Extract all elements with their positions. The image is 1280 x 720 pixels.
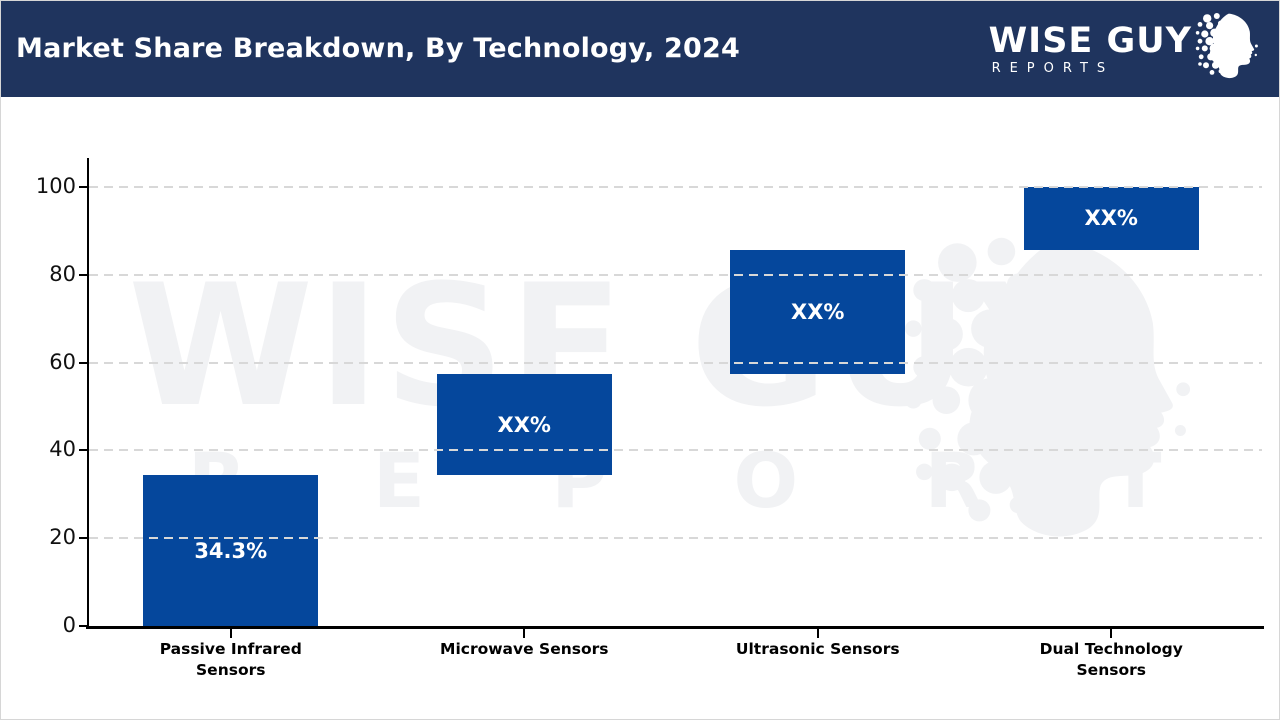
y-tick-label-100: 100: [35, 174, 76, 198]
logo-text: WISE GUY REPORTS: [989, 22, 1192, 76]
bar-value-label: XX%: [791, 299, 845, 324]
y-tick-40: [79, 449, 88, 452]
category-label: Microwave Sensors: [440, 640, 609, 658]
bar-segment: XX%: [730, 249, 906, 374]
y-tick-20: [79, 537, 88, 540]
logo-subtitle: REPORTS: [991, 61, 1115, 76]
y-tick-label-0: 0: [62, 613, 76, 637]
x-tick: [229, 629, 232, 638]
header-bar: Market Share Breakdown, By Technology, 2…: [0, 0, 1280, 97]
wise-guy-reports-logo: WISE GUY REPORTS: [989, 6, 1266, 92]
gridline-80: [89, 273, 1262, 276]
y-tick-label-20: 20: [49, 525, 76, 550]
gridline-60: [89, 361, 1262, 364]
y-tick-100: [79, 186, 88, 188]
bar-value-label: XX%: [497, 412, 551, 437]
x-tick: [816, 629, 819, 638]
y-tick-0: [79, 625, 88, 627]
y-tick-label-40: 40: [49, 437, 76, 462]
gridline-100: [89, 186, 1262, 188]
y-tick-label-80: 80: [49, 261, 76, 286]
bar-segment: 34.3%: [143, 475, 319, 626]
bar-segment: XX%: [436, 374, 612, 476]
logo-wordmark: WISE GUY: [988, 21, 1192, 61]
gridline-20: [89, 537, 1262, 540]
bar-value-label: XX%: [1084, 206, 1138, 231]
category-label: Dual Technology Sensors: [1039, 640, 1183, 679]
y-tick-80: [79, 273, 88, 276]
y-tick-label-60: 60: [49, 349, 76, 374]
bar-value-label: 34.3%: [194, 538, 268, 563]
x-tick: [523, 629, 526, 638]
gridline-40: [89, 449, 1262, 452]
category-label: Passive Infrared Sensors: [159, 640, 302, 679]
chart-title: Market Share Breakdown, By Technology, 2…: [16, 33, 741, 64]
y-axis: [87, 158, 89, 628]
y-tick-60: [79, 361, 88, 364]
category-label: Ultrasonic Sensors: [735, 640, 900, 658]
x-tick: [1110, 629, 1113, 638]
x-axis: [86, 626, 1264, 629]
bar-segment: XX%: [1023, 187, 1199, 250]
logo-face-icon: [1195, 13, 1258, 79]
